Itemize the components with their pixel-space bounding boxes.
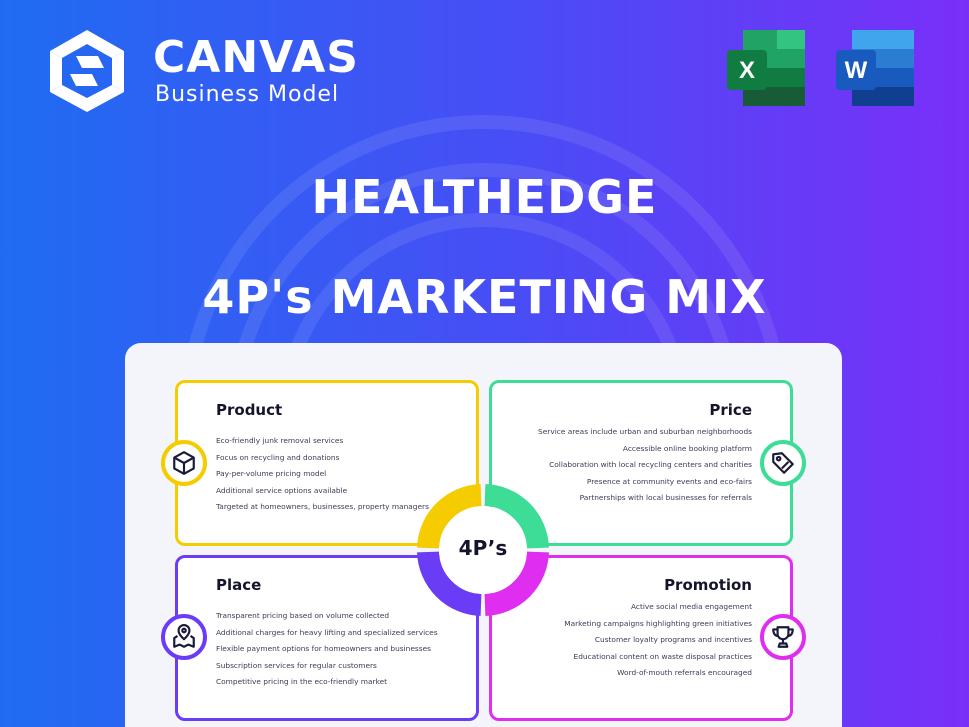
map-pin-icon [161, 614, 207, 660]
list-item: Presence at community events and eco-fai… [586, 476, 752, 486]
list-item: Service areas include urban and suburban… [538, 427, 752, 436]
product-segment [417, 484, 482, 549]
list-item: Additional charges for heavy lifting and… [216, 627, 438, 637]
place-segment [417, 551, 482, 616]
brand-tagline: Business Model [155, 82, 340, 107]
list-item: Transparent pricing based on volume coll… [216, 611, 390, 620]
list-item: Collaboration with local recycling cente… [549, 460, 752, 469]
excel-icon[interactable]: X [727, 28, 807, 108]
product-card: Product Eco-friendly junk removal servic… [175, 380, 479, 546]
list-item: Targeted at homeowners, businesses, prop… [216, 502, 429, 511]
price-segment [484, 484, 549, 549]
page-title: HEALTHEDGE [311, 170, 658, 224]
list-item: Focus on recycling and donations [216, 452, 340, 462]
box-icon [161, 440, 207, 486]
list-item: Eco-friendly junk removal services [216, 436, 344, 445]
list-item: Word-of-mouth referrals encouraged [617, 668, 752, 677]
svg-text:W: W [845, 57, 868, 84]
list-item: Additional service options available [216, 485, 348, 495]
four-ps-wheel [417, 484, 549, 616]
place-card: Place Transparent pricing based on volum… [175, 555, 479, 721]
place-title: Place [216, 576, 262, 594]
price-title: Price [709, 401, 752, 419]
svg-text:X: X [739, 57, 755, 84]
center-label: 4P’s [458, 536, 508, 560]
list-item: Competitive pricing in the eco-friendly … [216, 677, 388, 686]
canvas-logo-icon [50, 30, 124, 112]
word-icon[interactable]: W [836, 28, 916, 108]
list-item: Educational content on waste disposal pr… [573, 651, 752, 661]
promotion-segment [484, 551, 549, 616]
promotion-title: Promotion [664, 576, 752, 594]
list-item: Flexible payment options for homeowners … [216, 644, 431, 653]
price-tag-icon [760, 440, 806, 486]
list-item: Active social media engagement [630, 602, 752, 611]
list-item: Pay-per-volume pricing model [216, 469, 327, 478]
page-subtitle: 4P's MARKETING MIX [202, 270, 767, 324]
list-item: Marketing campaigns highlighting green i… [564, 618, 752, 628]
product-title: Product [216, 401, 283, 419]
list-item: Subscription services for regular custom… [216, 660, 377, 670]
list-item: Partnerships with local businesses for r… [579, 493, 752, 502]
list-item: Customer loyalty programs and incentives [594, 635, 752, 644]
brand-name: CANVAS [153, 32, 359, 83]
list-item: Accessible online booking platform [622, 443, 752, 453]
trophy-icon [760, 614, 806, 660]
